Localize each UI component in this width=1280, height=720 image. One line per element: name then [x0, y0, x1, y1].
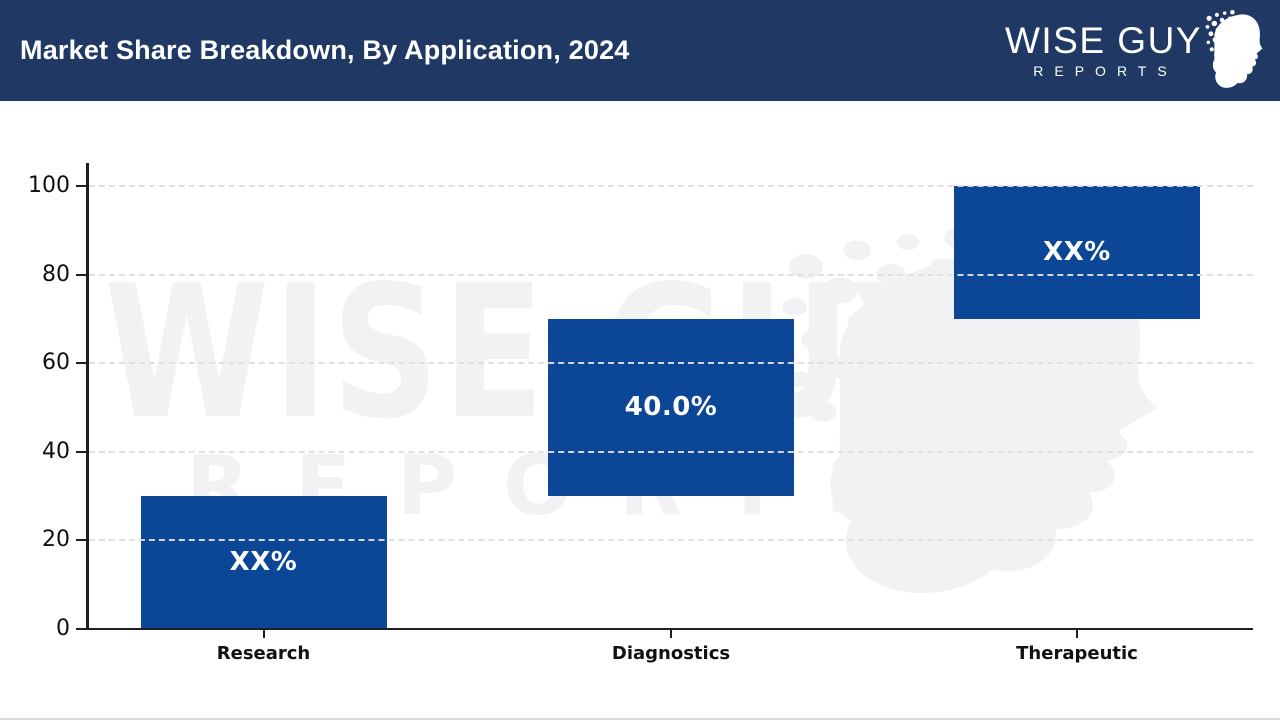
y-axis-tick	[76, 539, 86, 542]
bar: XX%	[140, 495, 387, 629]
bar-value-label: XX%	[229, 547, 298, 578]
page-title: Market Share Breakdown, By Application, …	[20, 35, 630, 65]
gridline	[89, 273, 1253, 276]
gridline	[89, 185, 1253, 187]
y-axis-tick	[76, 185, 86, 188]
y-axis-tick	[76, 362, 86, 365]
y-tick-label: 20	[42, 527, 70, 552]
gridline	[89, 450, 1253, 453]
bar-value-label: 40.0%	[624, 392, 718, 423]
x-axis	[86, 627, 1253, 630]
bar-value-label: XX%	[1043, 237, 1111, 268]
y-tick-label: 60	[42, 350, 70, 375]
y-axis-tick	[76, 450, 86, 453]
x-axis-tick	[1076, 629, 1079, 638]
plot-area: 0 20 40 60 80 100 XX% Research 40.0% Diagnostics X…	[28, 163, 1253, 664]
brand-logo-text: WISE GUY REPORTS	[1004, 19, 1202, 80]
y-tick-label: 0	[56, 615, 70, 641]
y-axis	[86, 163, 89, 630]
y-tick-label: 80	[42, 261, 70, 287]
header-bar: Market Share Breakdown, By Application, …	[0, 0, 1280, 101]
y-tick-label: 100	[28, 173, 70, 198]
brand-subtext: REPORTS	[1033, 63, 1178, 80]
brand-head-icon	[1205, 9, 1263, 88]
x-axis-tick	[670, 629, 673, 638]
y-axis-tick	[76, 627, 86, 630]
x-tick-label: Therapeutic	[1016, 643, 1138, 664]
brand-logo: WISE GUY REPORTS	[1005, 9, 1266, 93]
brand-wordmark: WISE GUY	[1004, 19, 1202, 61]
y-axis-tick	[76, 273, 86, 276]
gridline	[89, 362, 1253, 364]
bar: XX%	[954, 186, 1200, 319]
x-tick-label: Diagnostics	[611, 643, 731, 664]
gridline	[89, 539, 1253, 541]
y-tick-label: 40	[42, 438, 70, 464]
x-tick-label: Research	[216, 643, 311, 664]
x-axis-tick	[262, 629, 265, 638]
bar: 40.0%	[548, 318, 794, 496]
